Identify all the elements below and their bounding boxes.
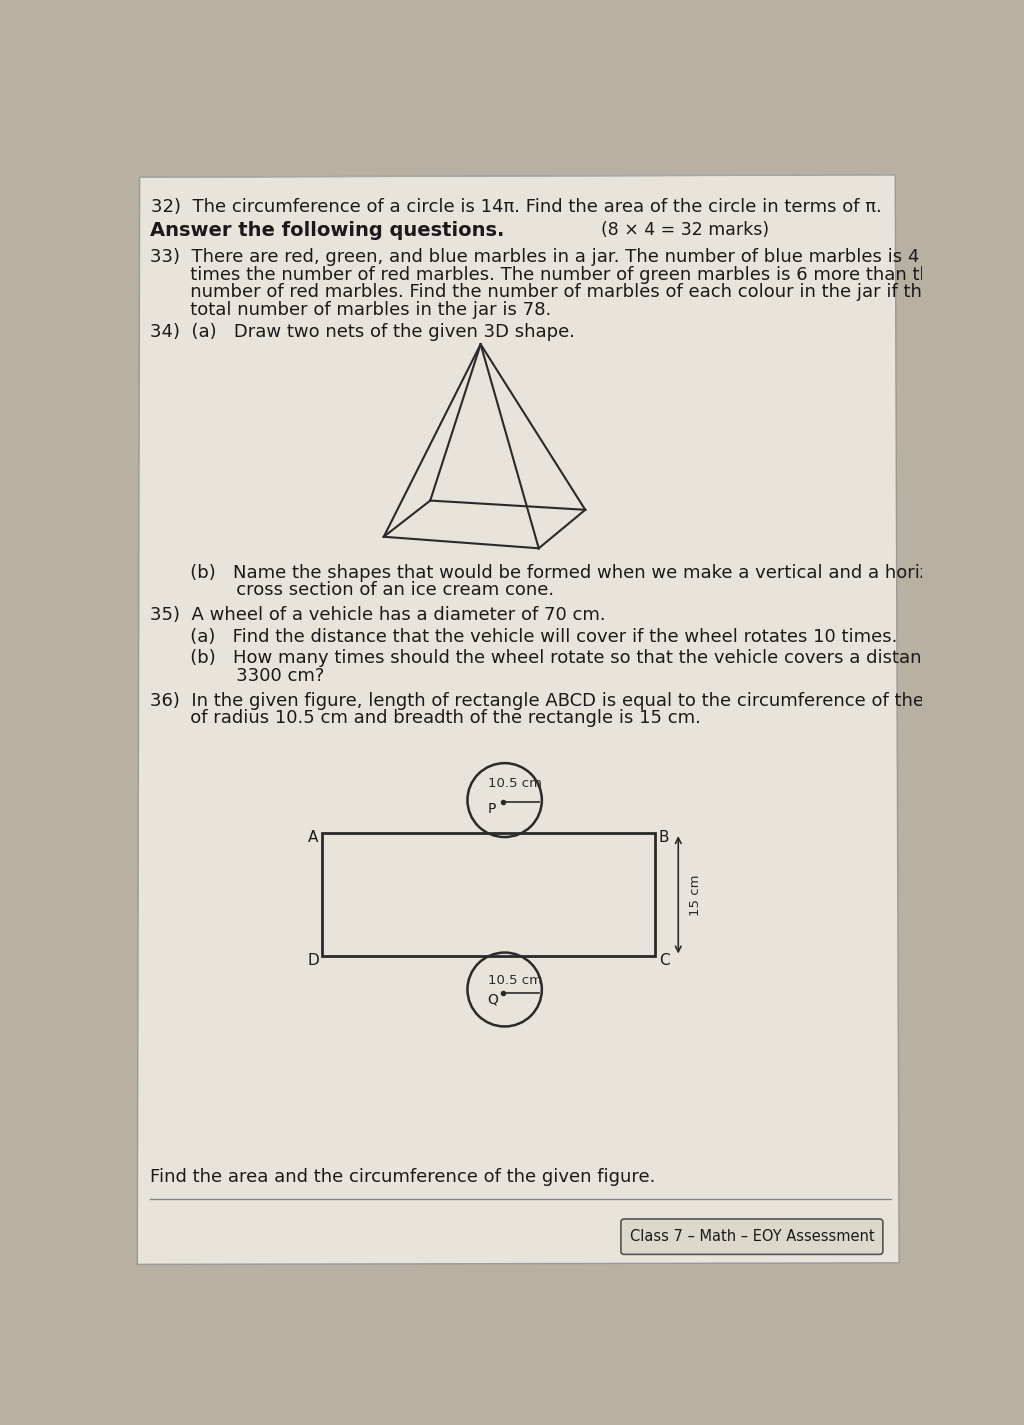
Text: 15 cm: 15 cm — [689, 874, 702, 915]
Text: 36)  In the given figure, length of rectangle ABCD is equal to the circumference: 36) In the given figure, length of recta… — [150, 691, 978, 710]
Text: D: D — [308, 953, 319, 969]
Text: number of red marbles. Find the number of marbles of each colour in the jar if t: number of red marbles. Find the number o… — [150, 284, 933, 302]
Text: 32)  The circumference of a circle is 14π. Find the area of the circle in terms : 32) The circumference of a circle is 14π… — [152, 198, 882, 217]
Text: Class 7 – Math – EOY Assessment: Class 7 – Math – EOY Assessment — [630, 1230, 874, 1244]
Text: Answer the following questions.: Answer the following questions. — [150, 221, 504, 239]
Text: 35)  A wheel of a vehicle has a diameter of 70 cm.: 35) A wheel of a vehicle has a diameter … — [150, 606, 605, 624]
Text: cross section of an ice cream cone.: cross section of an ice cream cone. — [150, 581, 554, 600]
Text: Q: Q — [487, 993, 499, 1006]
Text: 3300 cm?: 3300 cm? — [150, 667, 324, 685]
Text: A: A — [308, 831, 318, 845]
Text: B: B — [658, 831, 670, 845]
Text: total number of marbles in the jar is 78.: total number of marbles in the jar is 78… — [150, 301, 551, 319]
Text: of radius 10.5 cm and breadth of the rectangle is 15 cm.: of radius 10.5 cm and breadth of the rec… — [150, 710, 700, 727]
Text: 33)  There are red, green, and blue marbles in a jar. The number of blue marbles: 33) There are red, green, and blue marbl… — [150, 248, 920, 266]
Bar — [322, 834, 655, 956]
Polygon shape — [137, 175, 899, 1264]
Text: (a)   Find the distance that the vehicle will cover if the wheel rotates 10 time: (a) Find the distance that the vehicle w… — [150, 627, 897, 646]
Text: (b)   Name the shapes that would be formed when we make a vertical and a horizon: (b) Name the shapes that would be formed… — [150, 564, 975, 581]
Text: 34)  (a)   Draw two nets of the given 3D shape.: 34) (a) Draw two nets of the given 3D sh… — [150, 322, 574, 341]
Text: P: P — [487, 802, 496, 815]
Text: C: C — [658, 953, 670, 969]
Text: times the number of red marbles. The number of green marbles is 6 more than the: times the number of red marbles. The num… — [150, 265, 942, 284]
Text: 10.5 cm: 10.5 cm — [487, 975, 542, 988]
Text: (8 × 4 = 32 marks): (8 × 4 = 32 marks) — [601, 221, 769, 239]
Text: Find the area and the circumference of the given figure.: Find the area and the circumference of t… — [150, 1168, 655, 1186]
Text: (b)   How many times should the wheel rotate so that the vehicle covers a distan: (b) How many times should the wheel rota… — [150, 650, 966, 667]
Text: 10.5 cm: 10.5 cm — [487, 777, 542, 789]
FancyBboxPatch shape — [621, 1218, 883, 1254]
